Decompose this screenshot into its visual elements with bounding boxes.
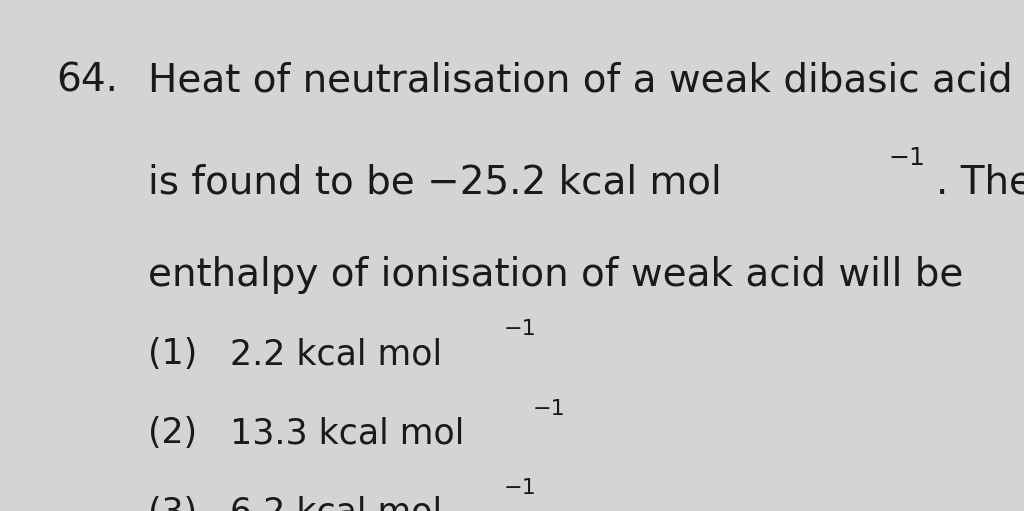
Text: enthalpy of ionisation of weak acid will be: enthalpy of ionisation of weak acid will… <box>148 256 964 293</box>
Text: (3): (3) <box>148 496 198 511</box>
Text: . The: . The <box>936 164 1024 201</box>
Text: −1: −1 <box>504 319 537 339</box>
Text: −1: −1 <box>504 478 537 498</box>
Text: (2): (2) <box>148 416 198 451</box>
Text: is found to be −25.2 kcal mol: is found to be −25.2 kcal mol <box>148 164 722 201</box>
Text: 13.3 kcal mol: 13.3 kcal mol <box>230 416 465 451</box>
Text: (1): (1) <box>148 337 198 371</box>
Text: −1: −1 <box>532 399 565 419</box>
Text: Heat of neutralisation of a weak dibasic acid: Heat of neutralisation of a weak dibasic… <box>148 61 1013 99</box>
Text: 2.2 kcal mol: 2.2 kcal mol <box>230 337 442 371</box>
Text: −1: −1 <box>889 146 926 170</box>
Text: 64.: 64. <box>56 61 119 99</box>
Text: 6.2 kcal mol: 6.2 kcal mol <box>230 496 442 511</box>
